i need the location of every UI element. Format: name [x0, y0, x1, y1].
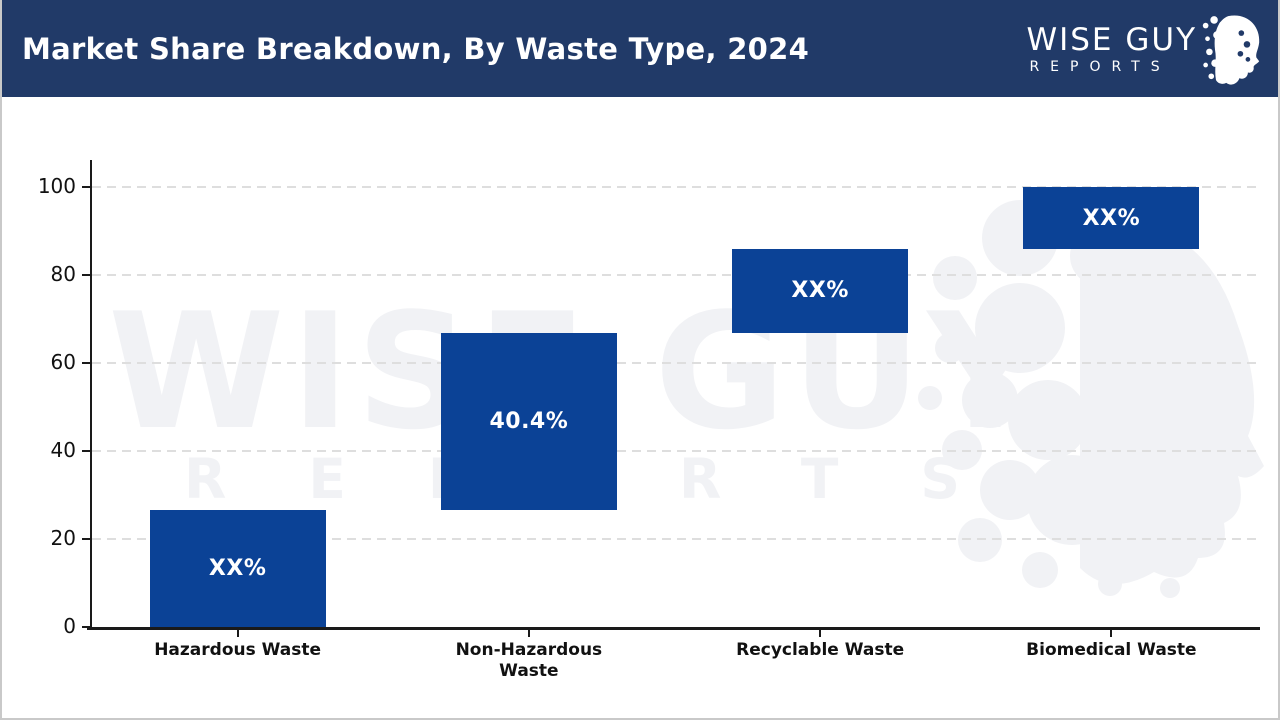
gridline: [92, 274, 1257, 276]
x-tick: [819, 629, 822, 637]
x-tick: [1110, 629, 1113, 637]
y-tick: [82, 538, 90, 540]
gridline: [92, 186, 1257, 188]
y-tick: [82, 186, 90, 188]
y-tick-label: 0: [63, 614, 76, 638]
wiseguy-logo: WISE GUY REPORTS: [1026, 11, 1262, 89]
logo-wordmark: WISE GUY: [1026, 22, 1197, 59]
x-category-label: Non-Hazardous Waste: [455, 640, 603, 681]
x-axis: [87, 627, 1260, 630]
y-tick: [82, 626, 90, 628]
bar-1: XX%: [149, 510, 326, 627]
y-tick-label: 80: [50, 262, 76, 286]
y-tick: [82, 362, 90, 364]
x-category-label: Recyclable Waste: [736, 640, 905, 660]
bar-2: 40.4%: [440, 332, 617, 511]
y-tick: [82, 274, 90, 276]
y-tick-label: 20: [50, 526, 76, 550]
y-tick: [82, 450, 90, 452]
x-tick: [236, 629, 239, 637]
gridline: [92, 450, 1257, 452]
y-tick-label: 60: [50, 350, 76, 374]
bar-4: XX%: [1023, 187, 1200, 250]
chart-title: Market Share Breakdown, By Waste Type, 2…: [22, 31, 810, 66]
y-tick-label: 100: [37, 174, 76, 198]
bar-value-label: XX%: [1082, 205, 1141, 231]
logo-text: WISE GUY REPORTS: [1026, 24, 1197, 75]
logo-head-icon: [1202, 15, 1260, 85]
gridline: [92, 362, 1257, 364]
x-category-label: Hazardous Waste: [154, 640, 322, 660]
y-tick-label: 40: [50, 438, 76, 462]
y-axis: [90, 160, 92, 629]
bar-value-label: 40.4%: [489, 409, 569, 434]
x-category-label: Biomedical Waste: [1026, 640, 1197, 660]
bar-value-label: XX%: [791, 278, 849, 304]
bar-3: XX%: [732, 249, 909, 333]
logo-subtitle: REPORTS: [1029, 58, 1171, 75]
x-tick: [527, 629, 530, 637]
gridline: [92, 538, 1257, 540]
report-header: Market Share Breakdown, By Waste Type, 2…: [2, 0, 1278, 97]
bar-value-label: XX%: [208, 556, 267, 582]
